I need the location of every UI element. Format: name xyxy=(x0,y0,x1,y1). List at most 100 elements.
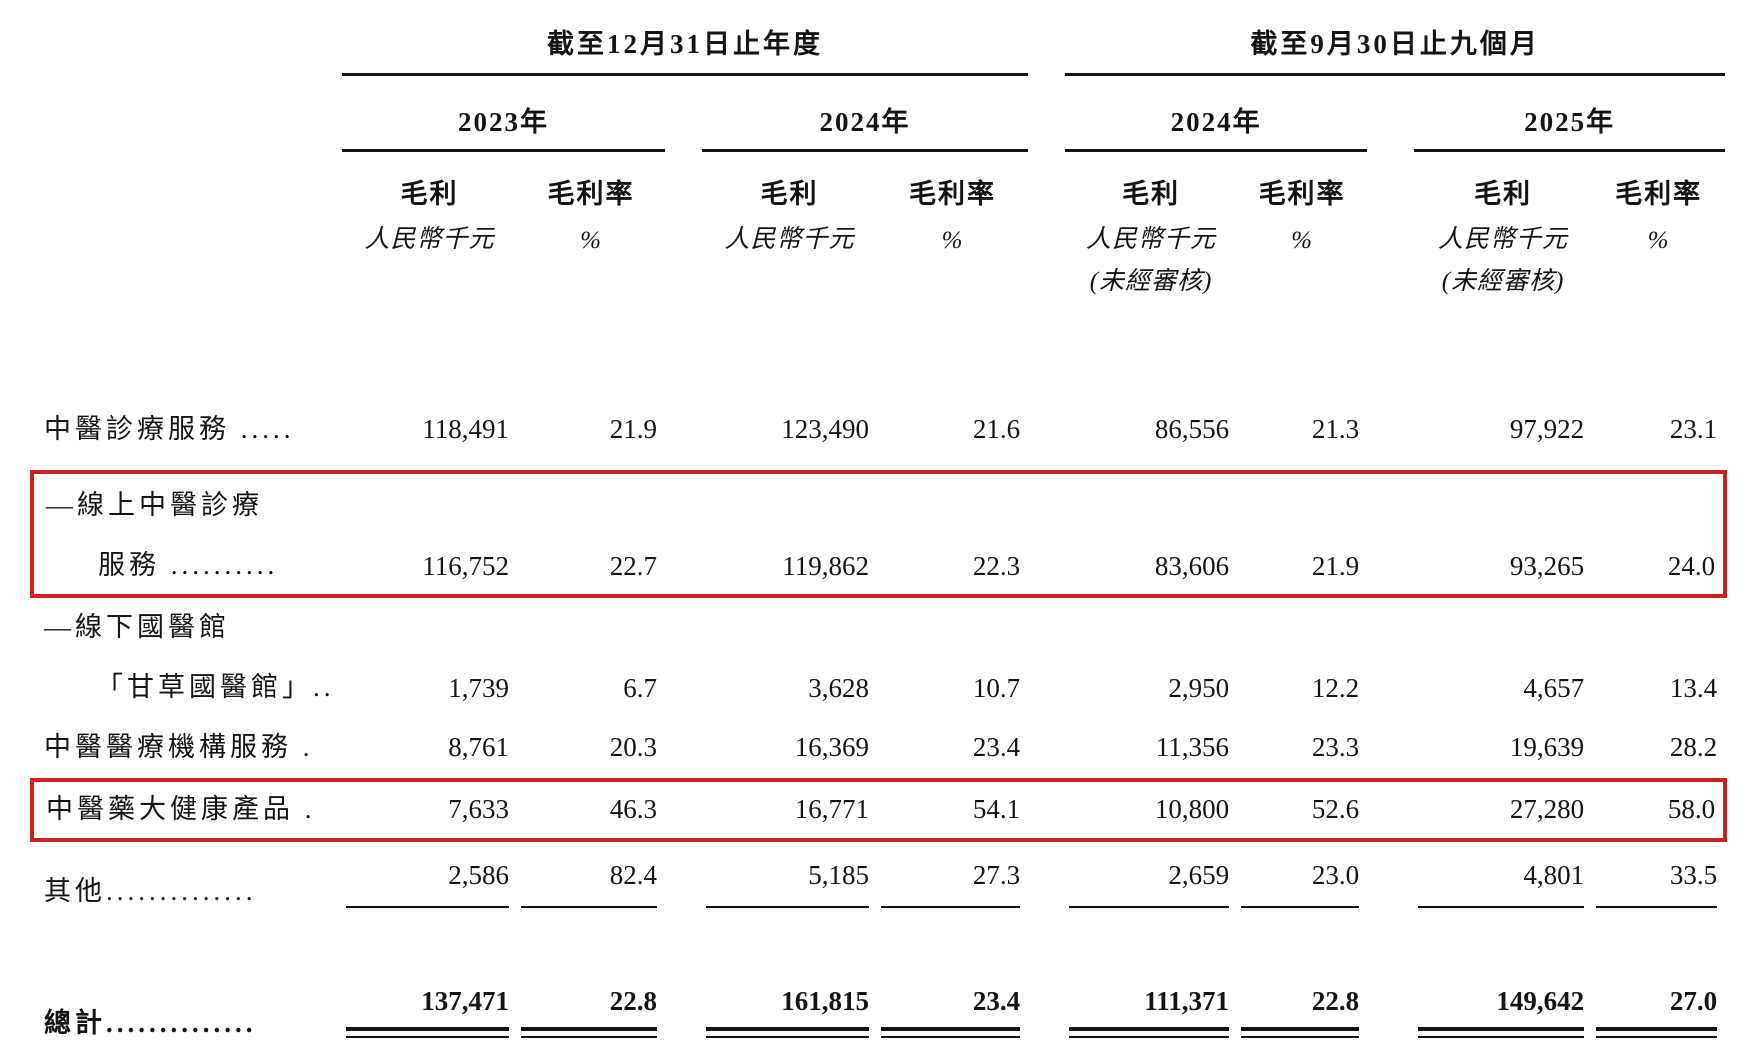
total-value-cell: 22.8 xyxy=(521,984,657,1040)
col-header-gross-margin: 毛利率 xyxy=(1615,179,1703,209)
row-label-line2: 服務 .......... xyxy=(98,550,279,580)
row-label: 中醫藥大健康產品 . xyxy=(46,794,316,824)
value-cell: 7,633 xyxy=(448,794,509,824)
row-tcm-diagnosis-services: 中醫診療服務 ..... 118,491 21.9 123,490 21.6 8… xyxy=(32,412,1725,472)
value-cell: 10,800 xyxy=(1154,794,1230,824)
spacer-row xyxy=(32,297,1725,412)
col-header-gross-margin: 毛利率 xyxy=(909,179,997,209)
value-cell: 1,739 xyxy=(448,673,509,703)
row-label: —線上中醫診療 服務 .......... xyxy=(32,472,342,596)
value-cell: 83,606 xyxy=(1154,551,1230,581)
row-total: 總計.............. 137,471 22.8 161,815 23… xyxy=(32,974,1725,1040)
value-cell: 2,950 xyxy=(1168,673,1230,703)
total-value-cell: 23.4 xyxy=(881,984,1021,1040)
unaudited-note: (未經審核) xyxy=(1089,268,1213,295)
gross-profit-table: 截至12月31日止年度 截至9月30日止九個月 2023年 2024年 2024… xyxy=(30,22,1727,1040)
period-group-nine-months: 截至9月30日止九個月 xyxy=(1065,22,1726,76)
value-cell: 58.0 xyxy=(1667,794,1716,824)
row-label-line1: —線上中醫診療 xyxy=(46,490,263,520)
value-cell: 16,369 xyxy=(794,732,869,762)
total-value-cell: 149,642 xyxy=(1418,984,1585,1040)
col-header-gross-profit: 毛利 xyxy=(760,179,819,209)
row-label: 中醫醫療機構服務 . xyxy=(44,732,314,762)
row-label-line1: —線下國醫館 xyxy=(44,612,230,642)
value-cell: 93,265 xyxy=(1509,551,1585,581)
row-label: 中醫診療服務 ..... xyxy=(44,414,295,444)
unit-percent: % xyxy=(1291,227,1313,254)
value-cell: 4,657 xyxy=(1523,673,1585,703)
value-cell: 118,491 xyxy=(422,414,509,444)
value-cell: 19,639 xyxy=(1509,732,1585,762)
value-cell: 2,586 xyxy=(346,858,509,908)
value-cell: 21.3 xyxy=(1311,414,1360,444)
total-value-cell: 22.8 xyxy=(1241,984,1360,1040)
value-cell: 52.6 xyxy=(1311,794,1360,824)
value-cell: 123,490 xyxy=(781,414,869,444)
row-label-line2: 「甘草國醫館」.. xyxy=(96,672,335,702)
value-cell: 33.5 xyxy=(1596,858,1718,908)
value-cell: 97,922 xyxy=(1509,414,1585,444)
value-cell: 54.1 xyxy=(972,794,1021,824)
value-cell: 28.2 xyxy=(1669,732,1718,762)
value-cell: 20.3 xyxy=(609,732,657,762)
row-label: 其他.............. xyxy=(44,876,257,906)
total-label: 總計.............. xyxy=(44,1008,257,1038)
unit-rmb-thousand: 人民幣千元 xyxy=(1086,226,1217,253)
value-cell: 46.3 xyxy=(609,794,657,824)
row-tcm-health-products: 中醫藥大健康產品 . 7,633 46.3 16,771 54.1 10,800… xyxy=(32,780,1726,840)
col-header-gross-margin: 毛利率 xyxy=(1258,179,1346,209)
value-cell: 82.4 xyxy=(521,858,657,908)
value-cell: 23.4 xyxy=(972,732,1021,762)
unit-header-row: 人民幣千元 % 人民幣千元 % 人民幣千元 % 人民幣千元 % xyxy=(32,211,1725,255)
row-online-tcm-diagnosis-services: —線上中醫診療 服務 .......... 116,752 22.7 119,8… xyxy=(32,472,1726,596)
value-cell: 119,862 xyxy=(782,551,869,581)
unit-rmb-thousand: 人民幣千元 xyxy=(1438,226,1569,253)
value-cell: 22.7 xyxy=(609,551,657,581)
value-cell: 21.9 xyxy=(1311,551,1360,581)
value-cell: 2,659 xyxy=(1069,858,1230,908)
value-cell: 13.4 xyxy=(1669,673,1718,703)
value-cell: 10.7 xyxy=(972,673,1021,703)
year-header-2025-9m: 2025年 xyxy=(1414,74,1726,152)
total-value-cell: 137,471 xyxy=(346,984,509,1040)
value-cell: 86,556 xyxy=(1154,414,1230,444)
col-header-gross-profit: 毛利 xyxy=(1474,179,1533,209)
year-header-2024-9m: 2024年 xyxy=(1065,74,1368,152)
period-group-header-row: 截至12月31日止年度 截至9月30日止九個月 xyxy=(32,22,1726,76)
value-cell: 21.9 xyxy=(609,414,657,444)
unit-percent: % xyxy=(580,227,602,254)
period-group-annual: 截至12月31日止年度 xyxy=(342,22,1029,76)
value-cell: 27,280 xyxy=(1509,794,1585,824)
total-value-cell: 27.0 xyxy=(1596,984,1718,1040)
label-column-spacer xyxy=(32,22,342,75)
value-cell: 5,185 xyxy=(706,858,869,908)
unit-rmb-thousand: 人民幣千元 xyxy=(364,226,495,253)
spacer-row xyxy=(32,908,1725,974)
value-cell: 23.0 xyxy=(1241,858,1360,908)
row-label: —線下國醫館 「甘草國醫館」.. xyxy=(32,596,342,712)
value-cell: 23.1 xyxy=(1669,414,1718,444)
value-cell: 3,628 xyxy=(808,673,869,703)
value-cell: 27.3 xyxy=(881,858,1021,908)
row-others: 其他.............. 2,586 82.4 5,185 27.3 2… xyxy=(32,840,1725,908)
unaudited-note-row: (未經審核) (未經審核) xyxy=(32,255,1725,297)
value-cell: 116,752 xyxy=(422,551,509,581)
unaudited-note: (未經審核) xyxy=(1441,268,1565,295)
value-cell: 11,356 xyxy=(1155,732,1230,762)
unit-percent: % xyxy=(941,227,964,254)
value-cell: 23.3 xyxy=(1311,732,1360,762)
total-value-cell: 111,371 xyxy=(1069,984,1230,1040)
col-header-gross-profit: 毛利 xyxy=(1122,179,1181,209)
value-cell: 21.6 xyxy=(972,414,1021,444)
unit-rmb-thousand: 人民幣千元 xyxy=(724,226,855,253)
col-header-gross-profit: 毛利 xyxy=(400,179,459,209)
year-header-2023: 2023年 xyxy=(342,74,665,152)
value-cell: 16,771 xyxy=(794,794,869,824)
year-header-2024: 2024年 xyxy=(702,74,1029,152)
year-header-row: 2023年 2024年 2024年 2025年 xyxy=(32,74,1726,152)
value-cell: 22.3 xyxy=(972,551,1021,581)
value-cell: 4,801 xyxy=(1418,858,1585,908)
unit-percent: % xyxy=(1647,227,1670,254)
value-cell: 6.7 xyxy=(623,673,657,703)
col-header-gross-margin: 毛利率 xyxy=(547,179,635,209)
